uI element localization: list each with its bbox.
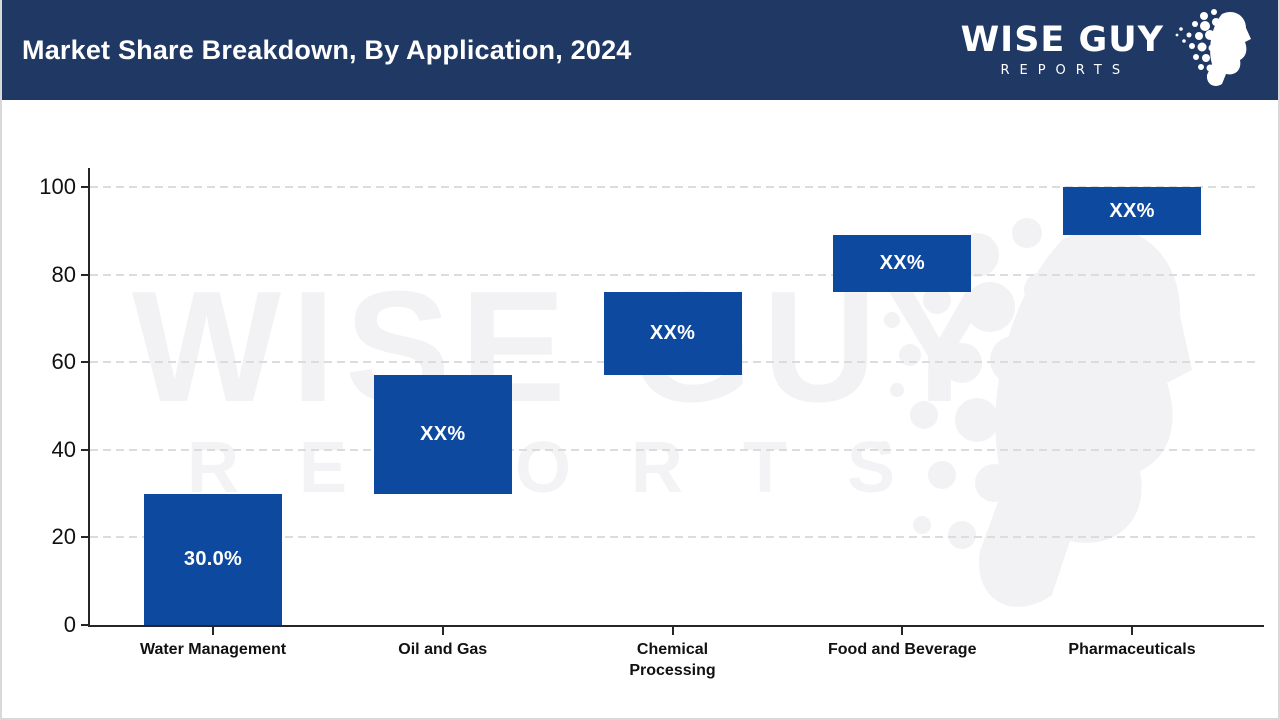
grid-line	[90, 273, 1260, 276]
y-tick-label: 80	[51, 261, 76, 287]
bar: XX%	[1063, 187, 1201, 236]
watermark-text: WISE GUY	[132, 259, 1003, 435]
x-tick	[212, 627, 214, 635]
y-tick-label: 100	[39, 174, 76, 199]
y-tick-label: 20	[51, 524, 76, 550]
grid-line	[90, 448, 1260, 451]
bar-value-label: XX%	[879, 252, 925, 275]
bar-value-label: XX%	[649, 322, 696, 345]
bar-value-label: 30.0%	[183, 547, 243, 570]
y-tick-label: 40	[51, 436, 76, 462]
y-tick	[81, 361, 89, 364]
x-tick	[671, 627, 674, 635]
grid-line	[90, 186, 1260, 188]
bar: XX%	[833, 235, 972, 293]
bar-value-label: XX%	[420, 422, 466, 445]
wiseguy-logo: WISE GUY REPORTS	[961, 8, 1252, 93]
watermark-subtext: REPORTS	[187, 428, 956, 508]
page-title: Market Share Breakdown, By Application, …	[22, 34, 632, 65]
grid-line	[90, 536, 1260, 539]
y-tick-label: 60	[51, 349, 76, 375]
y-tick	[81, 624, 89, 626]
x-category-label: Pharmaceuticals	[1068, 641, 1196, 658]
y-tick-label: 0	[63, 612, 76, 637]
x-category-label: Food and Beverage	[828, 641, 977, 658]
x-tick	[441, 627, 444, 635]
y-axis-line	[88, 168, 90, 627]
y-tick	[81, 273, 89, 276]
bar: XX%	[373, 375, 512, 494]
logo-brand-name: WISE GUY	[960, 19, 1164, 60]
watermark-face-icon	[862, 195, 1192, 630]
y-tick	[81, 448, 89, 451]
bar-value-label: XX%	[1109, 199, 1155, 222]
wiseguy-face-icon	[1168, 8, 1252, 93]
x-category-label: Water Management	[139, 641, 287, 658]
x-tick	[901, 627, 904, 635]
x-category-label: Chemical Processing	[629, 641, 716, 679]
x-tick	[1131, 627, 1133, 635]
x-category-label: Oil and Gas	[398, 641, 488, 658]
logo-brand-sub: REPORTS	[1000, 62, 1131, 78]
bar: 30.0%	[144, 493, 282, 625]
bar: XX%	[603, 292, 742, 376]
wiseguy-logo-text: WISE GUY REPORTS	[960, 19, 1164, 78]
y-tick	[81, 536, 89, 539]
x-axis-line	[88, 625, 1264, 627]
header: Market Share Breakdown, By Application, …	[2, 0, 1278, 100]
y-tick	[81, 186, 89, 188]
